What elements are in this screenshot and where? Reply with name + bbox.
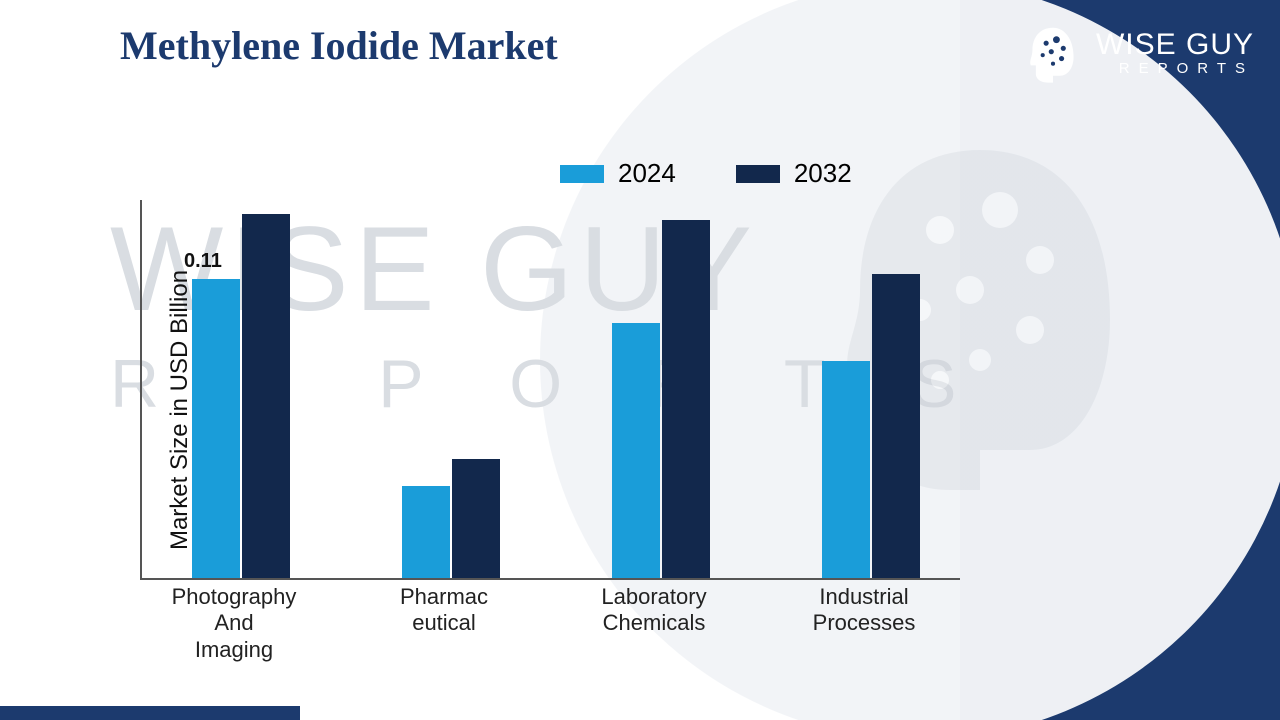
brand-line1: WISE GUY xyxy=(1096,28,1254,62)
bar-2032 xyxy=(662,220,710,578)
chart: Market Size in USD Billion 0.11 Photogra… xyxy=(60,150,980,670)
legend-item-2032: 2032 xyxy=(736,158,852,189)
page-title: Methylene Iodide Market xyxy=(120,22,558,69)
legend-label-2032: 2032 xyxy=(794,158,852,189)
legend-swatch-2032 xyxy=(736,165,780,183)
category-label: IndustrialProcesses xyxy=(779,584,949,637)
brand-head-icon xyxy=(1026,26,1080,86)
category-label: PhotographyAndImaging xyxy=(149,584,319,663)
bar-2032 xyxy=(452,459,500,578)
plot-area: 0.11 xyxy=(140,200,960,580)
bar-2024 xyxy=(402,486,450,578)
legend: 2024 2032 xyxy=(560,158,852,189)
bar-2024 xyxy=(192,279,240,578)
brand-line2: REPORTS xyxy=(1096,60,1254,77)
legend-label-2024: 2024 xyxy=(618,158,676,189)
bar-2024 xyxy=(612,323,660,578)
category-label: Pharmaceutical xyxy=(359,584,529,637)
value-label: 0.11 xyxy=(184,250,222,273)
bottom-accent-bar xyxy=(0,706,300,720)
bar-2024 xyxy=(822,361,870,578)
bar-2032 xyxy=(242,214,290,578)
category-label: LaboratoryChemicals xyxy=(569,584,739,637)
brand-logo: WISE GUY REPORTS xyxy=(1096,28,1254,77)
legend-item-2024: 2024 xyxy=(560,158,676,189)
legend-swatch-2024 xyxy=(560,165,604,183)
bar-2032 xyxy=(872,274,920,578)
